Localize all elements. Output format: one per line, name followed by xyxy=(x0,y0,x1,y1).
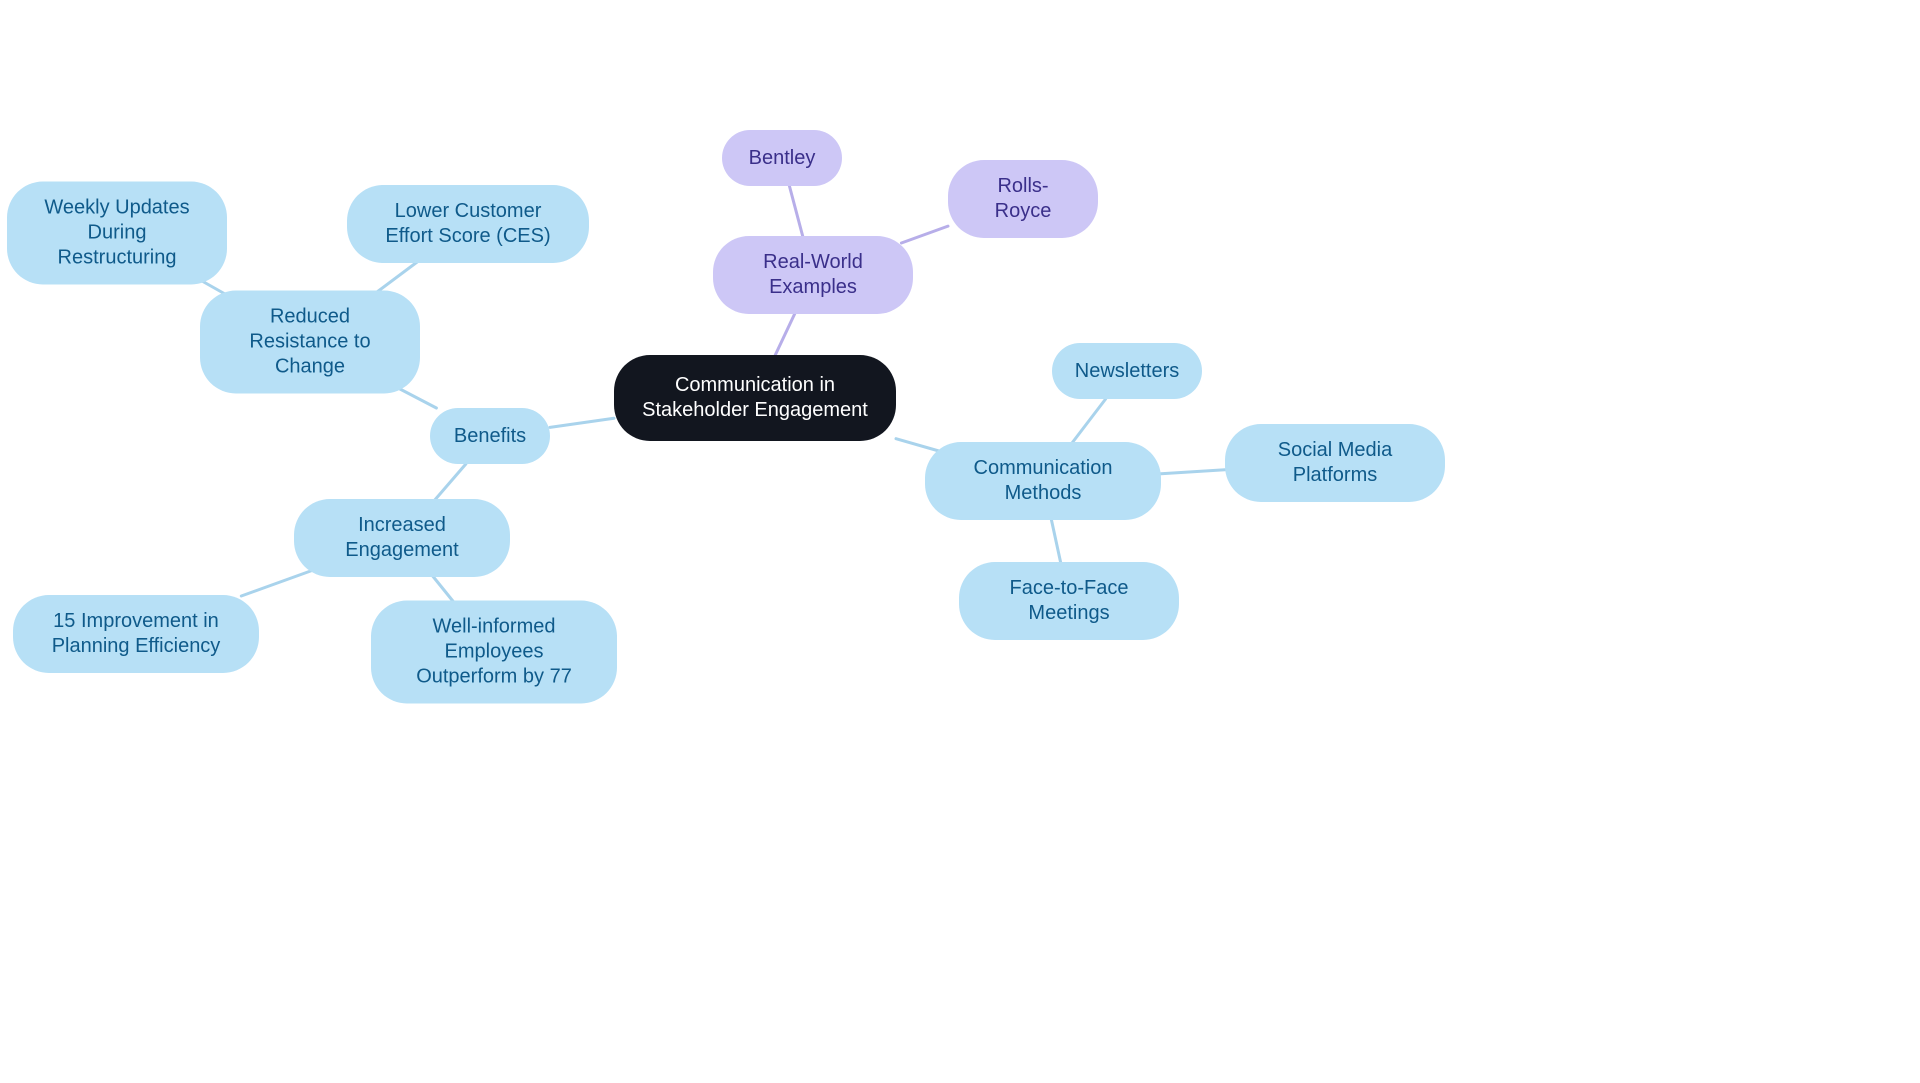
node-resistance: Reduced Resistance to Change xyxy=(200,291,420,394)
node-social: Social Media Platforms xyxy=(1225,424,1445,502)
edge xyxy=(901,226,948,243)
node-f2f: Face-to-Face Meetings xyxy=(959,562,1179,640)
edge xyxy=(789,186,804,243)
node-central: Communication in Stakeholder Engagement xyxy=(614,355,896,441)
node-bentley: Bentley xyxy=(722,130,842,186)
node-methods: Communication Methods xyxy=(925,442,1161,520)
node-benefits: Benefits xyxy=(430,408,550,464)
edge xyxy=(550,418,614,427)
edge xyxy=(896,439,939,451)
node-engagement: Increased Engagement xyxy=(294,499,510,577)
node-newsletters: Newsletters xyxy=(1052,343,1202,399)
node-planning: 15 Improvement in Planning Efficiency xyxy=(13,595,259,673)
node-outperform: Well-informed Employees Outperform by 77 xyxy=(371,601,617,704)
node-ces: Lower Customer Effort Score (CES) xyxy=(347,185,589,263)
edge xyxy=(775,307,798,355)
node-rollsroyce: Rolls-Royce xyxy=(948,160,1098,238)
edges-layer xyxy=(0,0,1920,1083)
node-weekly: Weekly Updates During Restructuring xyxy=(7,182,227,285)
edge xyxy=(1161,470,1225,474)
node-examples: Real-World Examples xyxy=(713,236,913,314)
